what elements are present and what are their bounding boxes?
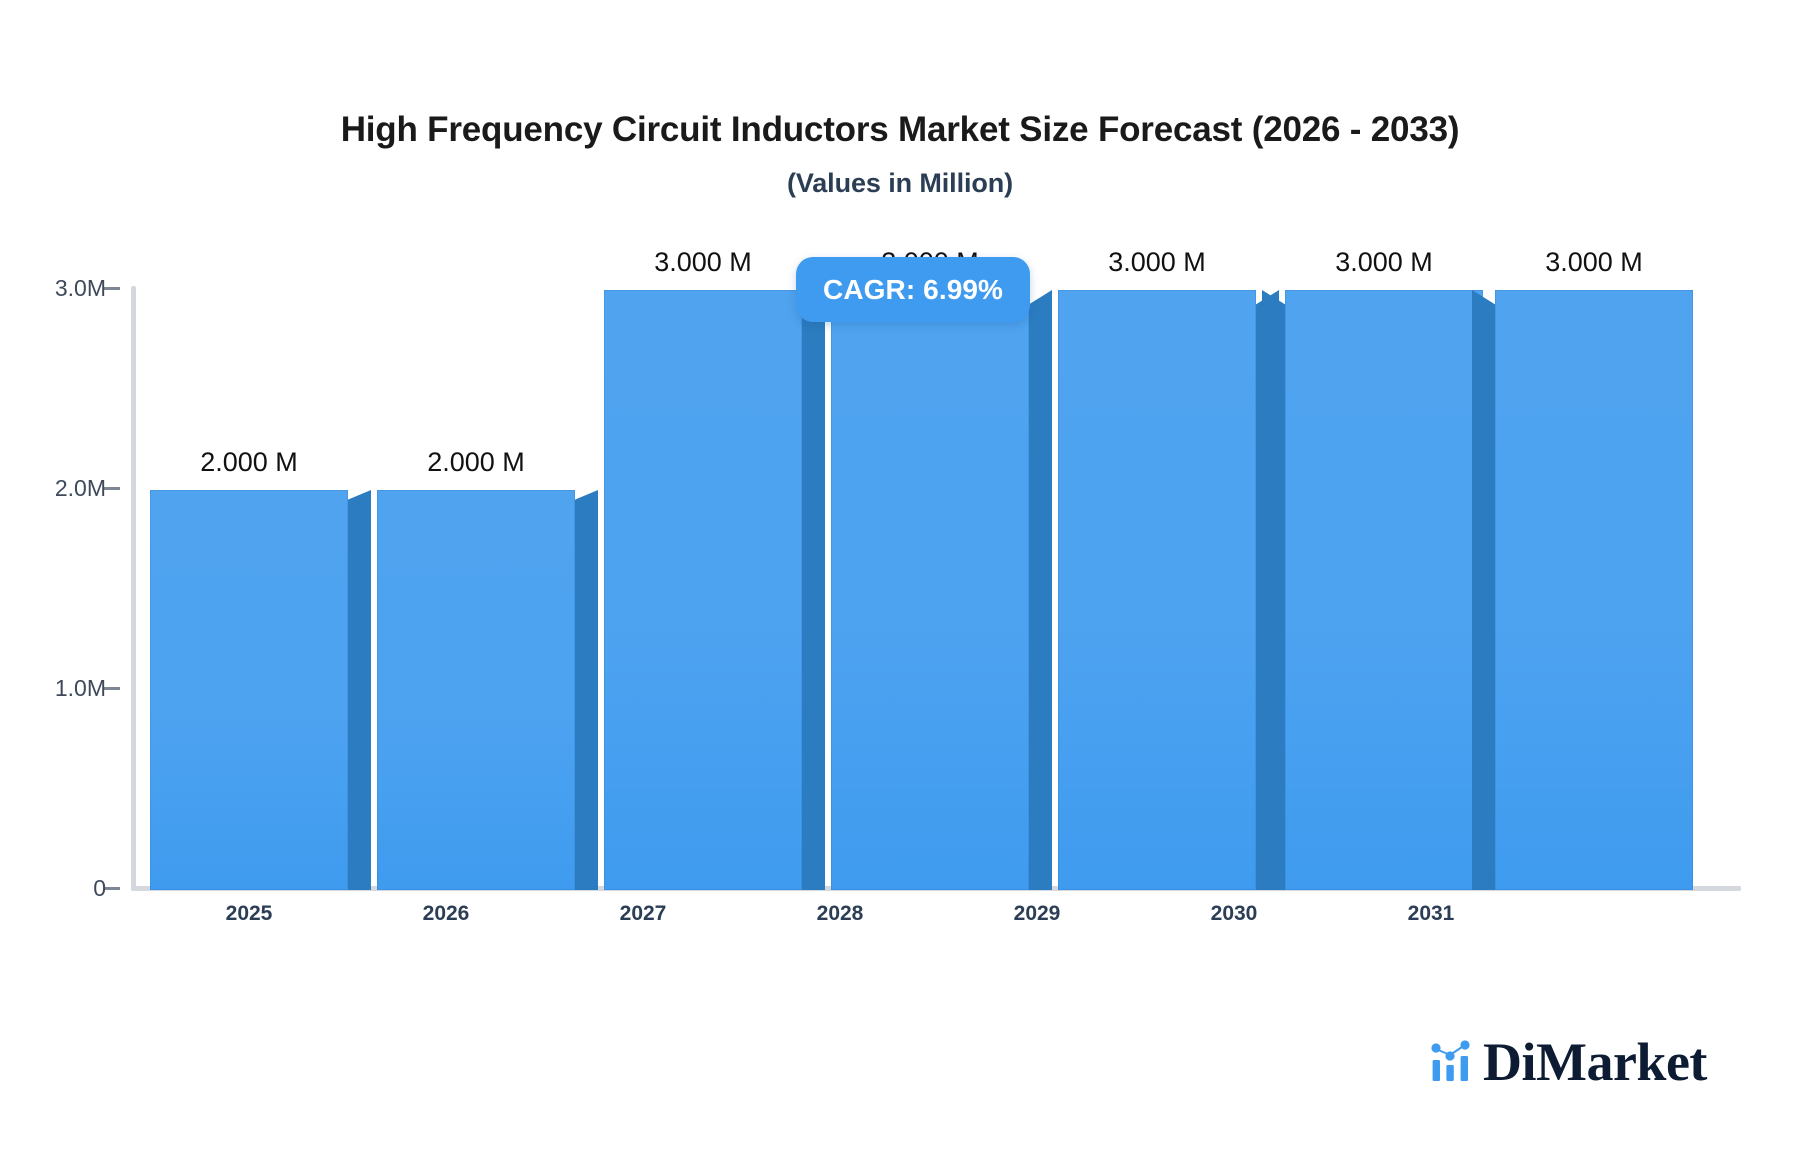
bar-value-label: 3.000 M [654,247,752,277]
bar-side-face [802,290,825,890]
y-tick-label-1: 1.0M [54,675,106,701]
bar-side-face [575,490,598,890]
bar-front-face [604,290,802,890]
bar-side-face [348,490,371,890]
bar-front-face [1058,290,1256,890]
bar-front-face [377,490,575,890]
bar-2031[interactable]: 3.000 M [1472,247,1693,890]
y-tick-mark-1 [104,687,120,690]
chart-title: High Frequency Circuit Inductors Market … [340,110,1460,149]
bar-value-label: 3.000 M [1335,247,1433,277]
y-tick-mark-3 [104,287,120,290]
bar-front-face [831,290,1029,890]
y-tick-label-2: 2.0M [54,475,106,501]
cagr-badge[interactable]: CAGR: 6.99% [796,257,1031,322]
bar-2028[interactable]: 3.000 M [831,247,1052,890]
y-tick-mark-0 [104,887,120,890]
x-tick-label-2028: 2028 [816,902,864,925]
brand-logo: DiMarket [1430,1035,1707,1089]
x-tick-label-2026: 2026 [422,902,470,925]
cagr-badge-label: CAGR: 6.99% [823,273,1004,305]
bar-front-face [1495,290,1693,890]
bar-value-label: 3.000 M [1108,247,1206,277]
bar-2029[interactable]: 3.000 M [1058,247,1279,890]
bar-2030[interactable]: 3.000 M [1262,247,1483,890]
bar-front-face [150,490,348,890]
y-tick-label-3: 3.0M [54,275,106,301]
x-tick-label-2027: 2027 [619,902,667,925]
bar-side-face [1262,290,1285,890]
bar-2027[interactable]: 3.000 M [604,247,825,890]
bar-2026[interactable]: 2.000 M [377,447,598,890]
x-tick-label-2030: 2030 [1210,902,1258,925]
x-tick-label-2025: 2025 [225,902,273,925]
x-tick-label-2031: 2031 [1407,902,1455,925]
x-tick-label-2029: 2029 [1013,902,1061,925]
brand-logo-text: DiMarket [1483,1032,1707,1092]
bar-front-face [1285,290,1483,890]
bar-2025[interactable]: 2.000 M [150,447,371,890]
y-tick-label-0: 0 [93,875,106,901]
bar-value-label: 3.000 M [1545,247,1643,277]
y-axis-line [131,286,136,890]
bar-side-face [1029,290,1052,890]
bar-value-label: 2.000 M [200,447,298,477]
bar-chart-icon [1430,1038,1472,1087]
y-tick-mark-2 [104,487,120,490]
bar-side-face [1472,290,1495,890]
bar-value-label: 2.000 M [427,447,525,477]
chart-subtitle: (Values in Million) [786,168,1014,198]
